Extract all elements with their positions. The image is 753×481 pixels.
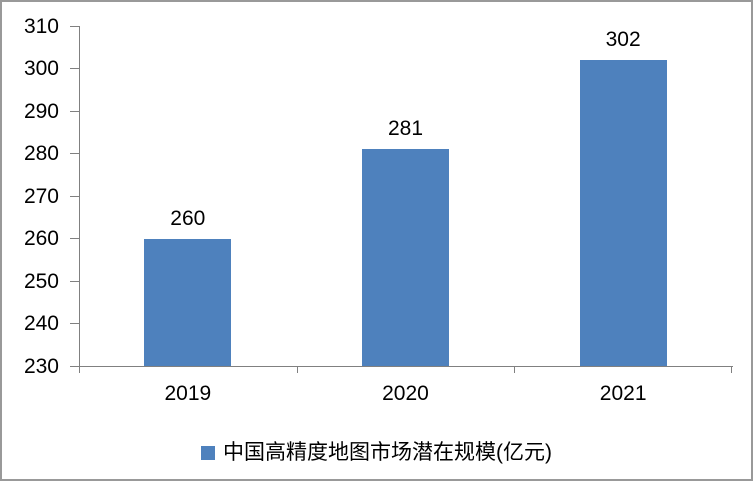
bar-value-label: 302: [605, 28, 641, 51]
y-axis-tick-label: 290: [23, 99, 59, 123]
legend: 中国高精度地图市场潜在规模(亿元): [2, 442, 751, 463]
legend-marker-icon: [201, 445, 215, 460]
legend-label: 中国高精度地图市场潜在规模(亿元): [223, 441, 552, 464]
y-axis-tick: [70, 153, 79, 154]
bar-value-label: 260: [170, 206, 206, 230]
y-axis-tick-label: 230: [23, 354, 59, 378]
x-axis-tick: [297, 366, 298, 373]
x-axis-tick: [514, 366, 515, 373]
y-axis-tick-label: 310: [23, 14, 59, 38]
x-axis-tick: [79, 366, 80, 373]
x-axis-label: 2021: [599, 382, 647, 405]
y-axis-tick: [70, 280, 79, 282]
y-axis-tick: [70, 195, 79, 197]
y-axis-line: [79, 26, 80, 367]
y-axis-tick: [70, 238, 79, 239]
y-axis-tick: [70, 323, 79, 324]
y-axis-tick: [70, 365, 79, 367]
x-axis-tick: [731, 366, 732, 373]
y-axis-tick-label: 260: [23, 227, 59, 250]
plot-area: 260 2019 281 2020 302 2021: [70, 25, 732, 404]
bar: [144, 238, 232, 366]
y-axis-tick: [70, 25, 79, 27]
bar: [579, 60, 667, 366]
y-axis-tick-label: 300: [23, 57, 59, 80]
y-axis-tick-label: 270: [23, 184, 59, 208]
x-axis-label: 2019: [164, 382, 212, 405]
bar: [362, 149, 449, 366]
y-axis-tick-label: 240: [23, 312, 59, 335]
y-axis-tick-label: 280: [23, 142, 59, 165]
bar-value-label: 281: [387, 117, 424, 141]
y-axis-tick-label: 250: [23, 269, 59, 293]
y-axis-tick: [70, 68, 79, 69]
x-axis-label: 2020: [382, 382, 429, 405]
y-axis-tick: [70, 110, 79, 112]
x-axis-line: [79, 366, 733, 367]
